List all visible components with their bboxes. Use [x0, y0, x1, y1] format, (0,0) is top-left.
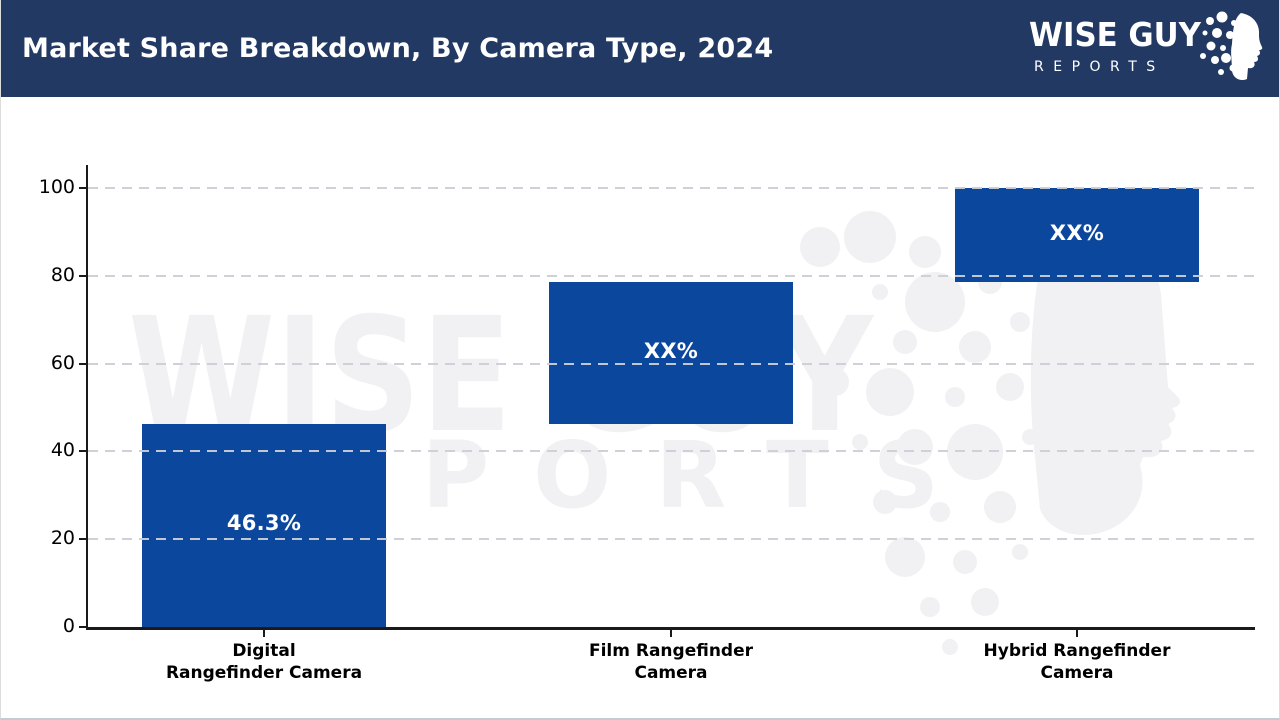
watermark-dot-face — [800, 211, 1180, 655]
bar — [549, 281, 793, 424]
logo-dot-face-icon — [1200, 11, 1263, 80]
bar-value-label: XX% — [643, 338, 699, 363]
y-tick-label: 60 — [50, 351, 75, 374]
y-tick-mark — [79, 362, 88, 365]
y-tick-label: 0 — [62, 615, 75, 637]
y-tick-mark — [79, 538, 88, 541]
y-tick-mark — [79, 626, 88, 628]
gridline — [88, 538, 1255, 541]
x-axis-line — [86, 627, 1255, 630]
y-tick-mark — [79, 274, 88, 277]
y-tick-mark — [79, 187, 88, 189]
bar-value-label: XX% — [1049, 220, 1105, 245]
y-tick-label: 20 — [50, 527, 75, 550]
x-tick-mark — [1076, 629, 1078, 637]
bar-value-label: 46.3% — [226, 511, 302, 536]
wise-guy-logo-graphic: WISE GUY REPORTS — [1029, 11, 1263, 80]
chart-area: WISE GUY REPORTS 0 20 40 60 80 100 46.3% Digita… — [0, 97, 1280, 720]
x-category-label: Hybrid Rangefinder Camera — [983, 641, 1171, 684]
watermark: WISE GUY REPORTS — [128, 211, 1180, 655]
page-title: Market Share Breakdown, By Camera Type, … — [22, 33, 774, 64]
plot-area: 0 20 40 60 80 100 46.3% Digital Rangefinder Cam… — [0, 97, 1280, 720]
brand-logo: WISE GUY REPORTS — [1026, 8, 1264, 90]
y-tick-mark — [79, 450, 88, 453]
x-tick-mark — [670, 629, 672, 637]
y-tick-label: 80 — [50, 263, 75, 286]
y-tick-label: 100 — [38, 176, 75, 198]
y-axis-line — [86, 165, 88, 629]
bar — [142, 423, 386, 627]
y-tick-label: 40 — [50, 439, 75, 462]
x-category-label: Digital Rangefinder Camera — [165, 641, 363, 684]
gridline — [88, 274, 1255, 277]
gridline — [88, 362, 1255, 365]
logo-wordmark: WISE GUY — [1029, 15, 1202, 54]
gridline — [88, 187, 1255, 189]
gridline — [88, 450, 1255, 453]
x-tick-mark — [263, 629, 265, 637]
logo-subtitle: REPORTS — [1034, 59, 1165, 75]
x-category-label: Film Rangefinder Camera — [588, 641, 754, 684]
header-bar: Market Share Breakdown, By Camera Type, … — [0, 0, 1280, 97]
bar — [955, 188, 1199, 282]
